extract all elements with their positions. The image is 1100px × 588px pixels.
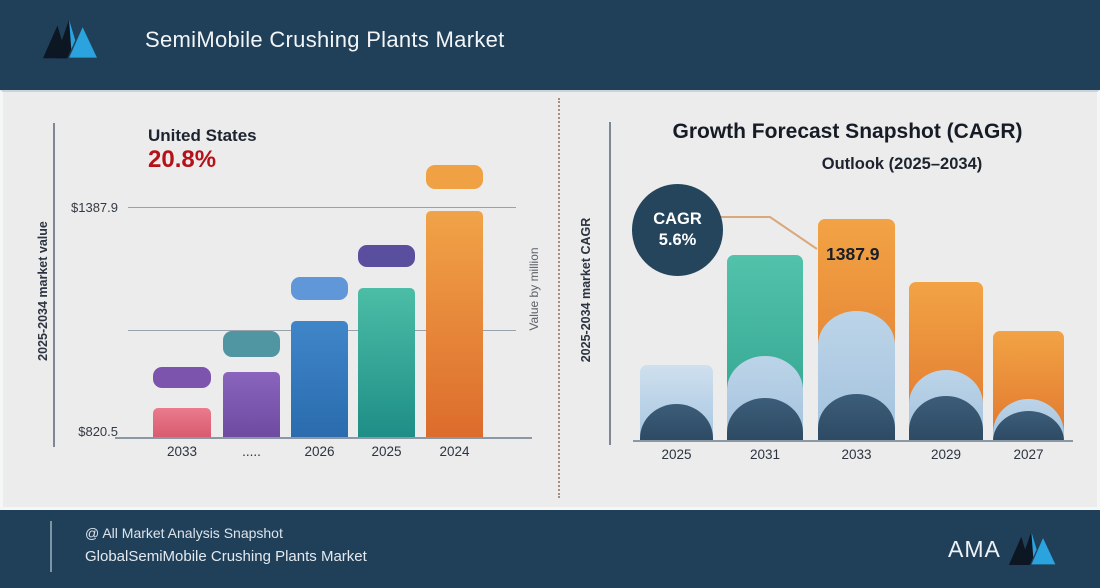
ama-logo-icon	[42, 19, 100, 60]
cagr-badge-value: 5.6%	[658, 231, 697, 249]
cagr-badge-label: CAGR	[653, 209, 702, 228]
left-bar-cap-2026	[291, 277, 348, 300]
right-x-label: 2029	[930, 447, 962, 462]
right-x-label: 2025	[661, 447, 692, 462]
footer-divider	[50, 521, 52, 572]
region-label: United States	[148, 126, 257, 145]
right-chart-subtitle: Outlook (2025–2034)	[821, 155, 983, 173]
left-chart-y-axis-label: 2025-2034 market value	[36, 221, 50, 361]
gridline-top	[128, 207, 516, 208]
left-bar-cap-2033	[153, 367, 211, 388]
cagr-badge: CAGR 5.6%	[632, 184, 723, 276]
header: SemiMobile Crushing Plants Market	[0, 0, 1100, 90]
right-x-label: 2033	[841, 447, 872, 462]
footer-brand-text: AMA	[948, 536, 1001, 562]
right-chart-y-axis	[609, 122, 611, 445]
right-chart-y-axis-label: 2025-2034 market CAGR	[579, 217, 593, 363]
right-x-label: 2031	[749, 447, 781, 462]
left-x-label: 2024	[439, 444, 470, 459]
region-growth-value: 20.8%	[148, 146, 217, 173]
left-bar-cap-2025	[358, 245, 415, 267]
right-chart-baseline	[633, 440, 1073, 442]
right-bar-2033-segment-2	[818, 394, 895, 441]
left-bar-cap-2024	[426, 165, 483, 189]
left-x-label: .....	[242, 444, 261, 459]
left-x-label: 2033	[166, 444, 198, 459]
right-x-label: 2027	[1013, 447, 1044, 462]
bar-value-callout: 1387.9	[826, 244, 880, 264]
left-bar-2033	[153, 408, 211, 437]
footer-source-line: @ All Market Analysis Snapshot	[85, 525, 283, 541]
footer-report-title: GlobalSemiMobile Crushing Plants Market	[85, 548, 367, 565]
y-tick-bottom: $820.5	[78, 424, 118, 439]
ama-logo-icon	[1008, 531, 1058, 566]
page-title: SemiMobile Crushing Plants Market	[145, 27, 505, 52]
right-chart-title: Growth Forecast Snapshot (CAGR)	[672, 120, 1023, 143]
left-x-label: 2026	[304, 444, 335, 459]
panel-divider	[558, 98, 560, 498]
left-bar-2024	[426, 211, 483, 437]
y-tick-top: $1387.9	[71, 200, 118, 215]
left-bar-cap-.....	[223, 331, 280, 357]
left-chart-y-axis	[53, 123, 55, 447]
left-chart-right-axis-label: Value by million	[527, 247, 541, 331]
left-bar-2026	[291, 321, 348, 437]
left-bar-.....	[223, 372, 280, 437]
left-x-label: 2025	[371, 444, 402, 459]
left-chart-baseline	[115, 437, 532, 439]
left-bar-2025	[358, 288, 415, 437]
